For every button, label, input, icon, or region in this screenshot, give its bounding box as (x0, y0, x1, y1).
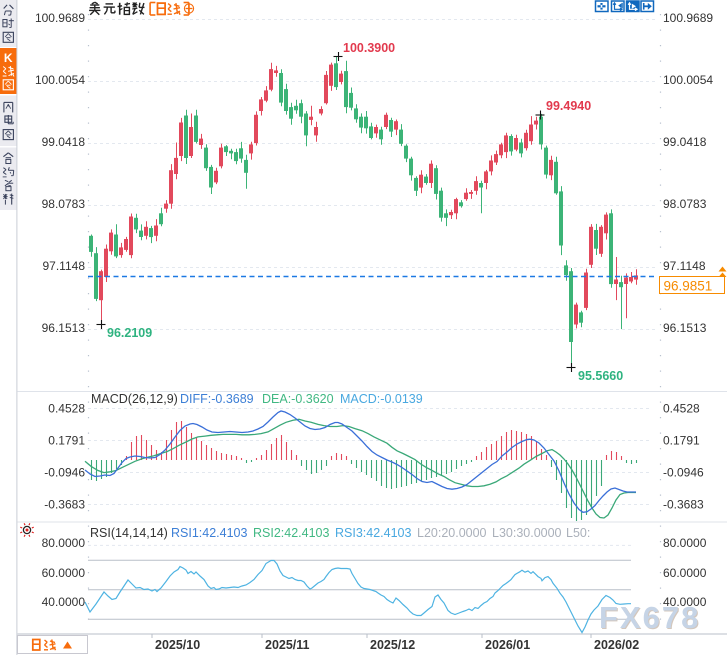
svg-text:RSI(14,14,14): RSI(14,14,14) (90, 526, 168, 540)
svg-text:-0.0946: -0.0946 (663, 466, 704, 480)
svg-text:L50:: L50: (566, 526, 590, 540)
svg-text:2025/11: 2025/11 (265, 638, 310, 652)
svg-text:0.1791: 0.1791 (663, 434, 700, 448)
svg-text:L20:20.0000: L20:20.0000 (417, 526, 487, 540)
svg-text:60.0000: 60.0000 (42, 566, 86, 580)
svg-text:RSI1:42.4103: RSI1:42.4103 (171, 526, 247, 540)
svg-text:RSI3:42.4103: RSI3:42.4103 (335, 526, 411, 540)
svg-text:2026/02: 2026/02 (594, 638, 639, 652)
svg-text:99.4940: 99.4940 (546, 99, 591, 113)
svg-text:96.9851: 96.9851 (664, 279, 713, 294)
svg-text:97.1148: 97.1148 (663, 259, 706, 273)
svg-text:0.4528: 0.4528 (48, 402, 85, 416)
svg-text:40.0000: 40.0000 (663, 595, 707, 609)
svg-text:98.0783: 98.0783 (663, 197, 707, 211)
svg-text:FX678: FX678 (600, 601, 701, 636)
svg-text:80.0000: 80.0000 (663, 536, 707, 550)
svg-text:100.9689: 100.9689 (35, 11, 85, 25)
svg-text:96.2109: 96.2109 (107, 326, 152, 340)
svg-text:-0.3683: -0.3683 (663, 498, 704, 512)
svg-text:L30:30.0000: L30:30.0000 (492, 526, 562, 540)
svg-text:99.0418: 99.0418 (663, 135, 707, 149)
svg-text:FX678: FX678 (599, 600, 700, 635)
svg-text:95.5660: 95.5660 (578, 369, 623, 383)
svg-text:2026/01: 2026/01 (485, 638, 530, 652)
svg-text:K: K (4, 51, 13, 65)
svg-text:DEA:-0.3620: DEA:-0.3620 (262, 392, 334, 406)
svg-text:60.0000: 60.0000 (663, 566, 707, 580)
svg-text:96.1513: 96.1513 (42, 321, 86, 335)
svg-text:-0.3683: -0.3683 (44, 498, 85, 512)
svg-text:100.0054: 100.0054 (35, 73, 85, 87)
svg-text:100.3900: 100.3900 (343, 41, 395, 55)
svg-text:-0.0946: -0.0946 (44, 466, 85, 480)
svg-text:100.0054: 100.0054 (663, 73, 713, 87)
svg-text:DIFF:-0.3689: DIFF:-0.3689 (180, 392, 254, 406)
svg-text:RSI2:42.4103: RSI2:42.4103 (253, 526, 329, 540)
svg-text:100.9689: 100.9689 (663, 11, 713, 25)
svg-text:2025/12: 2025/12 (370, 638, 415, 652)
svg-text:99.0418: 99.0418 (42, 135, 86, 149)
svg-text:MACD:-0.0139: MACD:-0.0139 (340, 392, 423, 406)
svg-text:98.0783: 98.0783 (42, 197, 86, 211)
svg-text:MACD(26,12,9): MACD(26,12,9) (91, 392, 178, 406)
svg-text:0.1791: 0.1791 (48, 434, 85, 448)
svg-text:2025/10: 2025/10 (155, 638, 200, 652)
svg-text:0.4528: 0.4528 (663, 402, 700, 416)
svg-text:80.0000: 80.0000 (42, 536, 86, 550)
svg-text:97.1148: 97.1148 (43, 259, 86, 273)
svg-text:96.1513: 96.1513 (663, 321, 707, 335)
svg-text:40.0000: 40.0000 (42, 595, 86, 609)
